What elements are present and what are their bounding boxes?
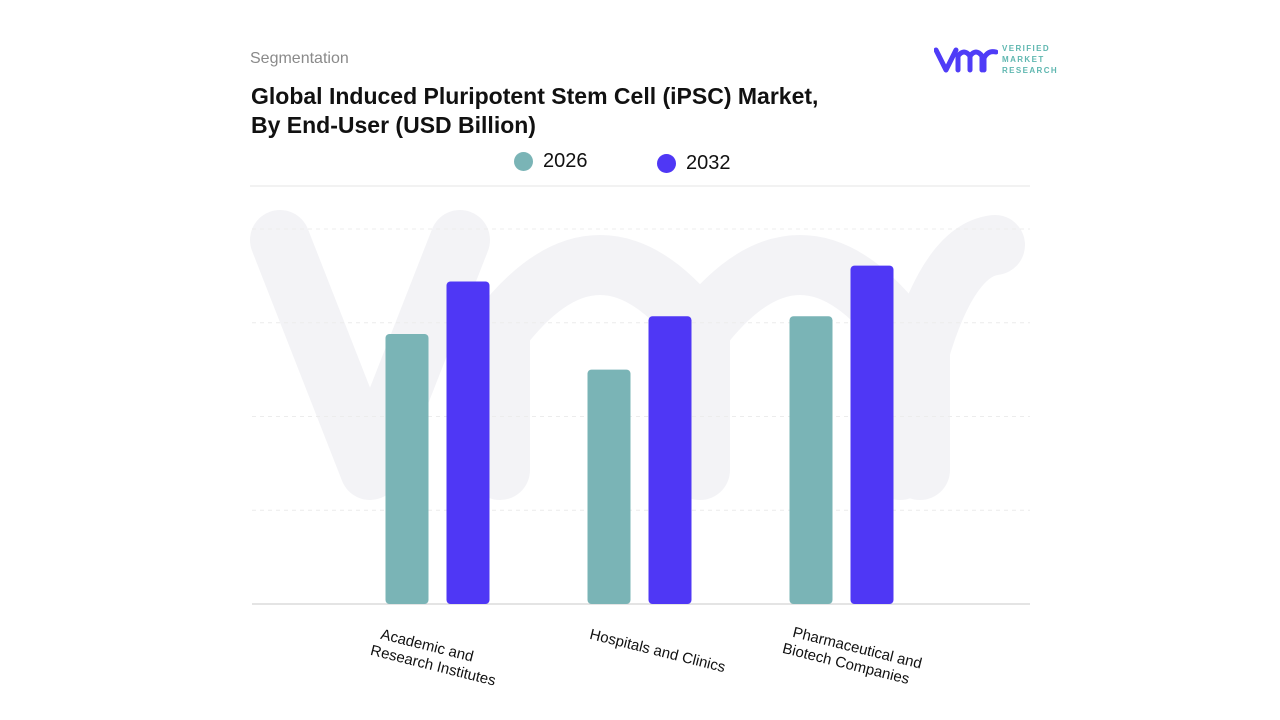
legend-label-2032: 2032 bbox=[686, 152, 731, 174]
bar-2032-2 bbox=[850, 265, 894, 604]
bar-2032-0 bbox=[446, 281, 490, 604]
bar-2026-1 bbox=[587, 369, 631, 604]
vmr-logo-icon bbox=[934, 47, 998, 72]
logo-text-3: RESEARCH bbox=[1002, 66, 1059, 75]
title-line-2: By End-User (USD Billion) bbox=[251, 112, 536, 138]
legend-dot-2026 bbox=[514, 152, 533, 171]
logo-text-1: VERIFIED bbox=[1002, 44, 1051, 53]
title-line-1: Global Induced Pluripotent Stem Cell (iP… bbox=[251, 83, 819, 109]
segment-label: Segmentation bbox=[250, 50, 349, 67]
chart-title: Global Induced Pluripotent Stem Cell (iP… bbox=[251, 82, 891, 140]
legend-item-2032: 2032 bbox=[657, 152, 731, 175]
legend: 2026 2032 bbox=[0, 150, 1280, 176]
watermark-logo bbox=[250, 210, 1025, 500]
bar-2026-0 bbox=[385, 334, 429, 604]
vmr-logo: VERIFIED MARKET RESEARCH bbox=[934, 43, 1058, 76]
bar-2026-2 bbox=[789, 316, 833, 604]
legend-dot-2032 bbox=[657, 154, 676, 173]
legend-label-2026: 2026 bbox=[543, 150, 588, 172]
bar-2032-1 bbox=[648, 316, 692, 604]
logo-text-2: MARKET bbox=[1002, 55, 1045, 64]
legend-item-2026: 2026 bbox=[514, 150, 588, 173]
